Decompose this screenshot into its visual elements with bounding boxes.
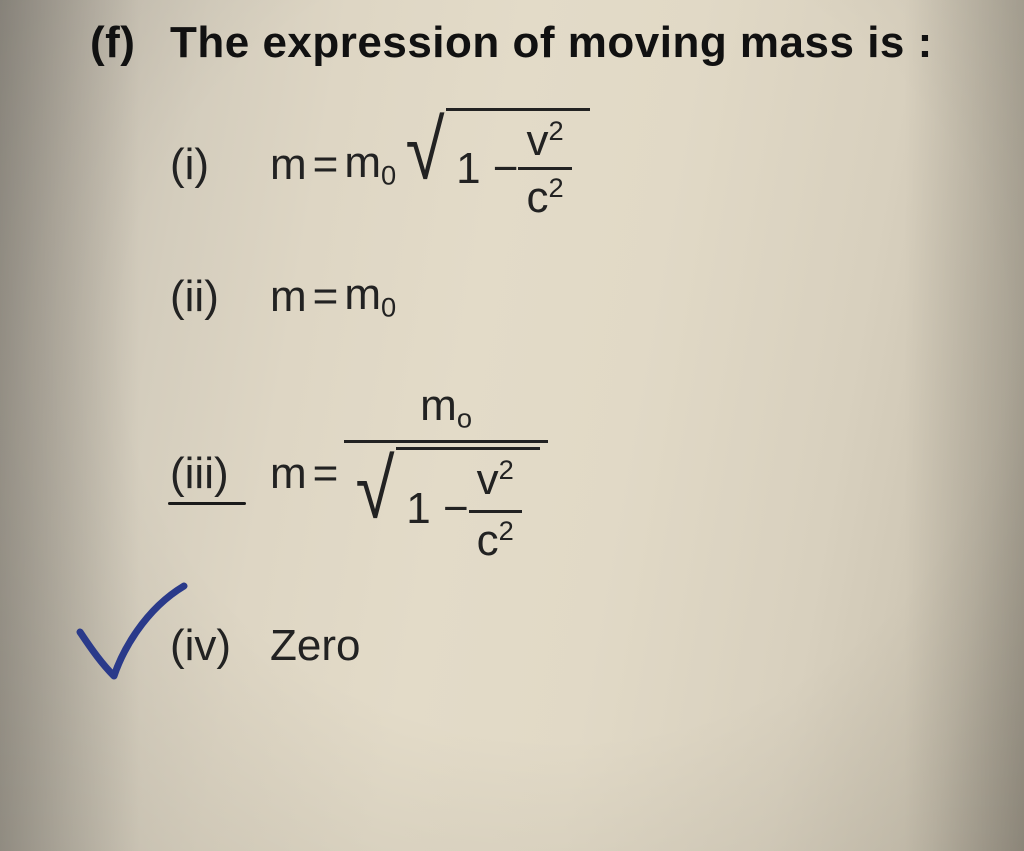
option-iii: (iii) m = mo √ 1 − [170,384,984,565]
option-i-label: (i) [170,140,270,190]
content: (f) The expression of moving mass is : (… [60,18,984,671]
one-minus: 1 − [406,487,468,531]
sqrt: √ 1 − v2 c2 [352,447,539,565]
question-text: The expression of moving mass is : [170,18,984,68]
var-m0: m0 [344,138,396,192]
option-iii-expression: m = mo √ 1 − [270,384,548,565]
equals: = [313,140,339,190]
fraction-v2-c2: v2 c2 [518,117,571,220]
radicand: 1 − v2 c2 [446,108,590,222]
numerator-m0: mo [416,384,476,440]
var-m: m [270,272,307,322]
option-iv-text: Zero [270,621,360,671]
var-m0: m0 [344,270,396,324]
fraction-v2-c2: v2 c2 [469,456,522,563]
radical-icon: √ [356,463,395,581]
numerator: v2 [522,117,567,167]
denominator-sqrt: √ 1 − v2 c2 [344,440,547,565]
question-label: (f) [90,18,170,68]
options: (i) m = m0 √ 1 − v2 [170,108,984,671]
option-iv-label: (iv) [170,621,270,671]
question-row: (f) The expression of moving mass is : [90,18,984,68]
sqrt: √ 1 − v2 c2 [402,108,589,222]
var-m: m [270,449,307,499]
one-minus: 1 − [456,144,518,194]
equals: = [313,272,339,322]
option-ii-expression: m = m0 [270,270,396,324]
radicand: 1 − v2 c2 [396,447,540,565]
equals: = [313,449,339,499]
option-ii: (ii) m = m0 [170,270,984,324]
option-ii-label: (ii) [170,272,270,322]
page: (f) The expression of moving mass is : (… [0,0,1024,851]
option-i-expression: m = m0 √ 1 − v2 [270,108,590,222]
option-iv: (iv) Zero [170,621,984,671]
radical-icon: √ [406,125,445,239]
denominator: c2 [518,167,571,220]
var-m: m [270,140,307,190]
fraction-main: mo √ 1 − v2 [344,384,547,565]
option-i: (i) m = m0 √ 1 − v2 [170,108,984,222]
option-iii-label: (iii) [170,449,270,499]
denominator: c2 [469,510,522,563]
numerator: v2 [473,456,518,510]
